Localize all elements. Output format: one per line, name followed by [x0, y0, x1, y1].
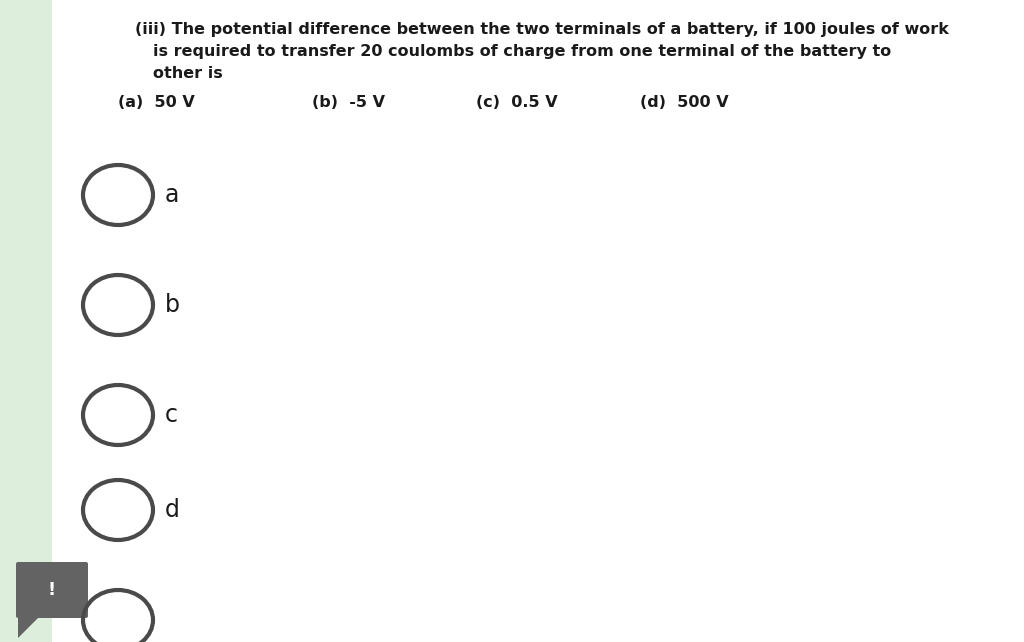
Text: (c)  0.5 V: (c) 0.5 V: [476, 95, 558, 110]
Text: a: a: [165, 183, 179, 207]
Text: (d)  500 V: (d) 500 V: [640, 95, 729, 110]
Text: d: d: [165, 498, 180, 522]
Text: (b)  -5 V: (b) -5 V: [312, 95, 385, 110]
Text: b: b: [165, 293, 180, 317]
Text: (a)  50 V: (a) 50 V: [118, 95, 195, 110]
Bar: [0, 0, 52, 642]
Text: (iii) The potential difference between the two terminals of a battery, if 100 jo: (iii) The potential difference between t…: [135, 22, 949, 37]
Text: other is: other is: [153, 66, 223, 81]
Text: is required to transfer 20 coulombs of charge from one terminal of the battery t: is required to transfer 20 coulombs of c…: [153, 44, 891, 59]
FancyBboxPatch shape: [16, 562, 88, 618]
Text: !: !: [48, 581, 56, 599]
Text: c: c: [165, 403, 178, 427]
Polygon shape: [18, 616, 40, 638]
